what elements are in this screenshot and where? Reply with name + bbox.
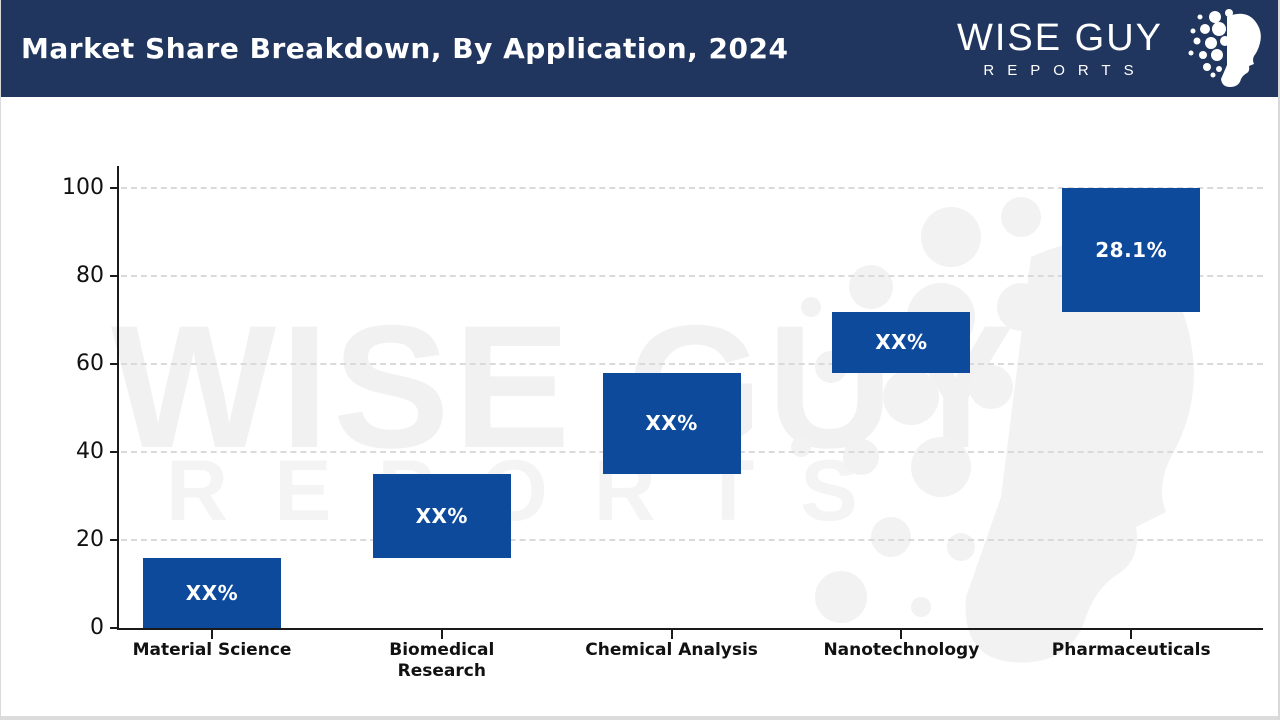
bar-value-label: XX% <box>185 580 239 605</box>
y-tick-mark <box>110 627 119 629</box>
y-tick-mark <box>110 539 119 541</box>
logo-wordmark: WISE GUY <box>956 17 1163 59</box>
bar-nanotechnology: XX% <box>832 311 971 373</box>
chart-title: Market Share Breakdown, By Application, … <box>21 32 789 65</box>
gridline-y-80 <box>121 275 1263 277</box>
y-tick-label: 0 <box>90 615 104 640</box>
gridline-y-100 <box>121 187 1263 189</box>
dotted-head-logo-icon <box>1167 5 1263 93</box>
gridline-y-20 <box>121 539 1263 541</box>
x-axis-label-2: Biomedical Research <box>389 640 495 682</box>
x-axis-label-1: Material Science <box>132 640 292 660</box>
x-tick-mark <box>670 630 673 639</box>
logo-subtitle: REPORTS <box>983 62 1147 79</box>
x-tick-mark <box>440 630 443 639</box>
y-tick-label: 100 <box>62 175 104 200</box>
y-tick-mark <box>110 275 119 277</box>
y-tick-label: 40 <box>76 439 104 464</box>
x-axis-label-3: Chemical Analysis <box>585 640 758 660</box>
y-tick-mark <box>110 363 119 365</box>
y-tick-mark <box>110 187 119 189</box>
bar-pharmaceuticals: 28.1% <box>1062 188 1201 312</box>
y-tick-label: 80 <box>76 263 104 288</box>
y-tick-label: 20 <box>76 527 104 552</box>
bar-value-label: XX% <box>645 411 698 436</box>
wise-guy-reports-logo: WISE GUY REPORTS <box>957 5 1263 93</box>
bar-value-label: 28.1% <box>1095 237 1168 262</box>
bar-material-science: XX% <box>143 557 281 628</box>
y-tick-label: 60 <box>76 351 104 376</box>
x-axis-label-4: Nanotechnology <box>823 640 980 660</box>
bar-biomedical-research: XX% <box>372 474 511 558</box>
x-tick-mark <box>211 630 213 639</box>
x-axis-line <box>117 628 1263 630</box>
bar-chemical-analysis: XX% <box>602 372 741 474</box>
x-tick-mark <box>900 630 903 639</box>
x-axis-label-5: Pharmaceuticals <box>1051 640 1211 660</box>
bar-value-label: XX% <box>875 330 928 355</box>
bar-value-label: XX% <box>415 503 468 528</box>
header-band: Market Share Breakdown, By Application, … <box>1 0 1278 97</box>
y-tick-mark <box>110 451 119 453</box>
y-axis-line <box>117 166 119 630</box>
logo-text: WISE GUY REPORTS <box>957 19 1163 78</box>
gridline-y-60 <box>121 363 1263 365</box>
x-tick-mark <box>1130 630 1133 639</box>
